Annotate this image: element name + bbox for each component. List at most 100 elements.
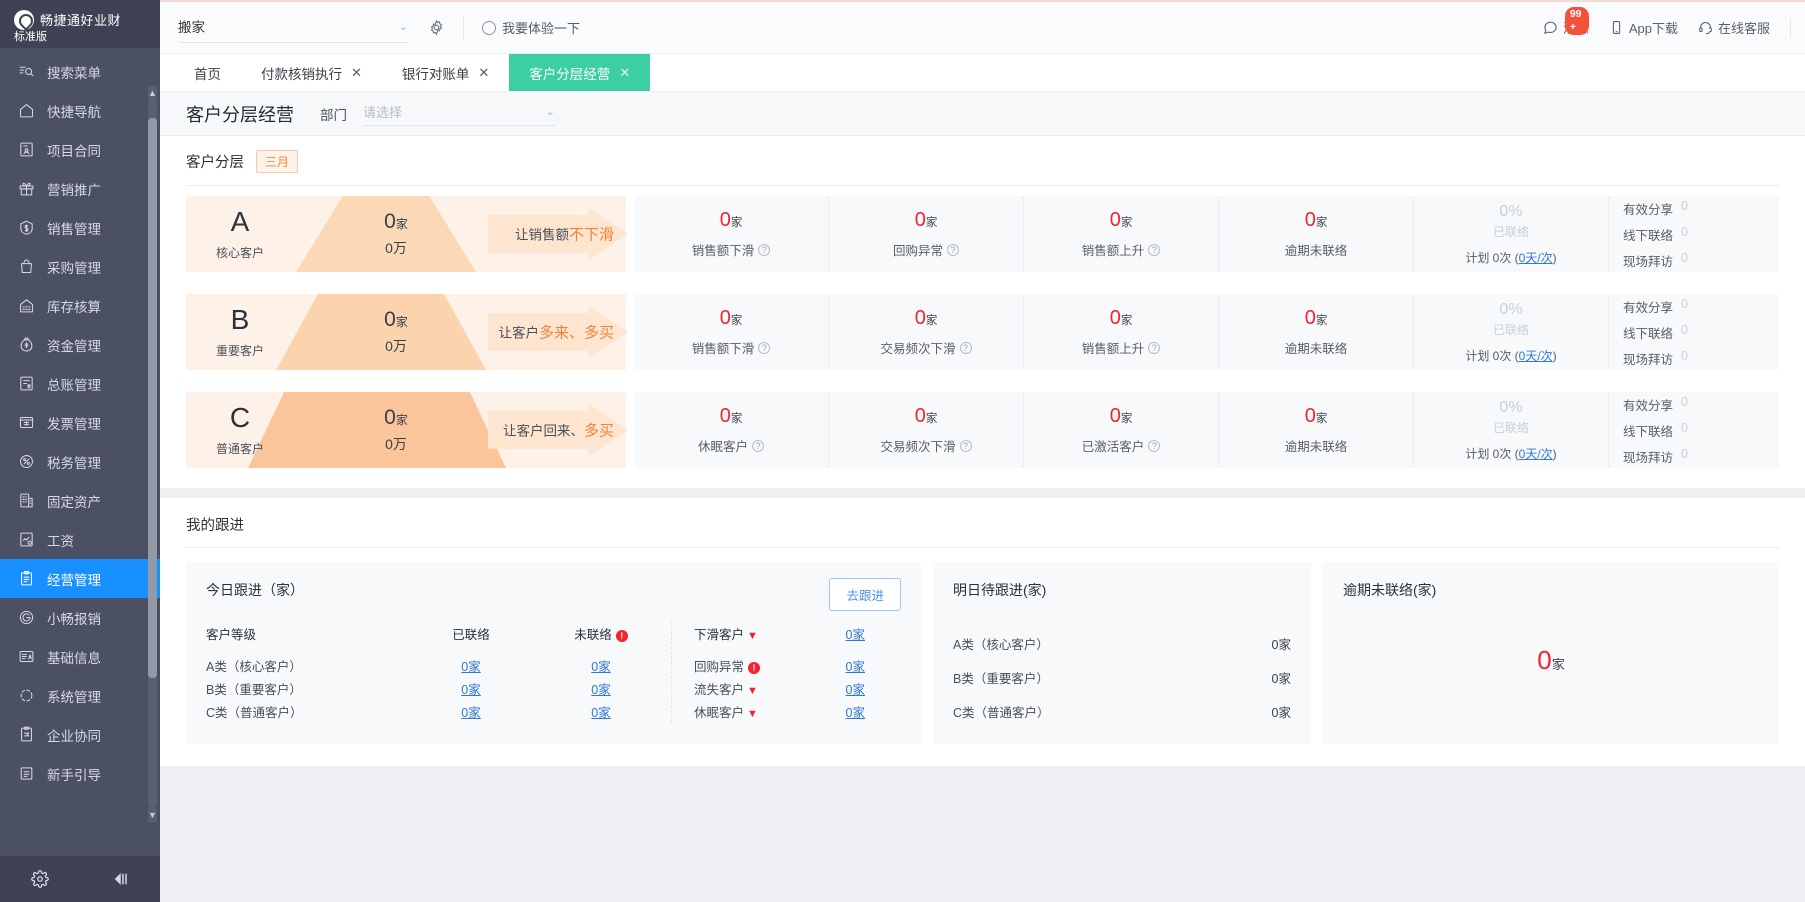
org-select[interactable]: 搬家 ⌄ <box>178 16 408 43</box>
contacted-link[interactable]: 0家 <box>461 706 481 720</box>
sidebar-item-3[interactable]: 营销推广 <box>0 169 160 208</box>
uncontacted-link[interactable]: 0家 <box>591 706 611 720</box>
today-table: 客户等级 已联络 未联络! A类（核心客户） 0家 0家 B类（重要客户） 0家 0家 C类（普通… <box>206 622 901 723</box>
sales-icon <box>18 219 35 236</box>
scrollbar-thumb[interactable] <box>148 118 157 678</box>
sidebar-item-12[interactable]: 工资 <box>0 520 160 559</box>
metric-contact-ring[interactable]: 0% 已联络 计划 0次 (0天/次) <box>1414 294 1609 370</box>
app-download-button[interactable]: App下载 <box>1609 18 1678 37</box>
metric-3[interactable]: 0家 逾期未联络 <box>1219 196 1414 272</box>
contract-icon <box>18 141 35 158</box>
settings-gear-icon[interactable] <box>31 870 49 888</box>
metric-2[interactable]: 0家 销售额上升? <box>1024 196 1219 272</box>
tab-1[interactable]: 付款核销执行 ✕ <box>241 54 382 91</box>
collapse-sidebar-icon[interactable] <box>111 870 129 888</box>
sidebar-item-4[interactable]: 销售管理 <box>0 208 160 247</box>
toolbar-gear-icon[interactable] <box>428 19 445 36</box>
grade-sub-label: 普通客户 <box>215 441 264 456</box>
contacted-link[interactable]: 0家 <box>461 683 481 697</box>
risk-label: 回购异常! <box>694 656 834 675</box>
metric-value: 0家 <box>914 209 938 231</box>
sidebar-item-11[interactable]: 固定资产 <box>0 481 160 520</box>
help-icon[interactable]: ? <box>1148 439 1161 452</box>
sidebar-item-0[interactable]: 搜索菜单 <box>0 52 160 91</box>
risk-link[interactable]: 0家 <box>845 660 865 674</box>
help-icon[interactable]: ? <box>947 243 959 256</box>
experience-button[interactable]: 我要体验一下 <box>480 18 580 37</box>
sidebar-item-18[interactable]: 新手引导 <box>0 754 160 793</box>
close-icon[interactable]: ✕ <box>351 64 362 80</box>
sidebar-item-9[interactable]: 发票管理 <box>0 403 160 442</box>
go-follow-button[interactable]: 去跟进 <box>829 578 901 611</box>
grade-sub-label: 重要客户 <box>215 343 264 358</box>
dept-label: 部门 <box>320 107 347 123</box>
metric-1[interactable]: 0家 交易频次下滑? <box>829 392 1024 468</box>
close-icon[interactable]: ✕ <box>478 64 490 80</box>
metric-1[interactable]: 0家 回购异常? <box>829 196 1024 272</box>
tab-label: 付款核销执行 <box>261 66 342 82</box>
metric-label: 逾期未联络 <box>1284 440 1348 454</box>
sidebar-item-17[interactable]: 企业协同 <box>0 715 160 754</box>
help-icon[interactable]: ? <box>752 439 764 452</box>
risk-link[interactable]: 0家 <box>845 706 865 720</box>
uncontacted-link[interactable]: 0家 <box>591 660 611 674</box>
metric-0[interactable]: 0家 销售额下滑? <box>634 196 829 272</box>
tab-3[interactable]: 客户分层经营 ✕ <box>509 54 651 91</box>
experience-icon <box>480 18 498 37</box>
sidebar-scrollbar[interactable]: ▲ ▼ <box>148 86 157 822</box>
plan-link[interactable]: 0天/次 <box>1518 446 1553 461</box>
sidebar-item-5[interactable]: 采购管理 <box>0 247 160 286</box>
dept-select[interactable]: 请选择 ⌄ <box>363 102 555 126</box>
metric-label: 交易频次下滑? <box>880 338 972 357</box>
purchase-bag-icon <box>18 258 35 275</box>
help-icon[interactable]: ? <box>758 341 771 354</box>
help-icon[interactable]: ? <box>758 243 771 256</box>
contacted-link[interactable]: 0家 <box>461 660 481 674</box>
metric-label: 逾期未联络 <box>1284 342 1348 356</box>
scroll-down-icon[interactable]: ▼ <box>148 808 157 822</box>
sidebar-item-8[interactable]: 总账管理 <box>0 364 160 403</box>
uncontacted-link[interactable]: 0家 <box>591 683 611 697</box>
tab-2[interactable]: 银行对账单 ✕ <box>382 54 509 91</box>
risk-row: 休眠客户 ▼ 0家 <box>694 700 901 723</box>
sidebar-item-13[interactable]: 经营管理 <box>0 559 160 598</box>
sidebar-item-7[interactable]: 资金管理 <box>0 325 160 364</box>
table-row: A类（核心客户） 0家 0家 <box>206 654 671 677</box>
scroll-up-icon[interactable]: ▲ <box>148 86 157 100</box>
metric-3[interactable]: 0家 逾期未联络 <box>1219 294 1414 370</box>
metric-0[interactable]: 0家 销售额下滑? <box>634 294 829 370</box>
help-icon[interactable]: ? <box>959 439 972 452</box>
tab-bar: 首页 付款核销执行 ✕ 银行对账单 ✕ 客户分层经营 ✕ <box>160 54 1805 92</box>
risk-value: 0家 <box>834 624 901 643</box>
month-tag[interactable]: 三月 <box>256 150 299 173</box>
plan-link[interactable]: 0天/次 <box>1518 348 1553 363</box>
sidebar-item-1[interactable]: 快捷导航 <box>0 91 160 130</box>
plan-link[interactable]: 0天/次 <box>1518 250 1553 265</box>
help-icon[interactable]: ? <box>959 341 972 354</box>
sidebar-item-6[interactable]: 库存核算 <box>0 286 160 325</box>
sidebar-item-14[interactable]: 小畅报销 <box>0 598 160 637</box>
sidebar-item-16[interactable]: 系统管理 <box>0 676 160 715</box>
metric-contact-ring[interactable]: 0% 已联络 计划 0次 (0天/次) <box>1414 392 1609 468</box>
sidebar-item-2[interactable]: 项目合同 <box>0 130 160 169</box>
metric-0[interactable]: 0家 休眠客户? <box>634 392 829 468</box>
metric-3[interactable]: 0家 逾期未联络 <box>1219 392 1414 468</box>
tomorrow-label: C类（普通客户） <box>953 705 1050 720</box>
risk-link[interactable]: 0家 <box>845 683 865 697</box>
tab-0[interactable]: 首页 <box>174 54 241 91</box>
sidebar-item-10[interactable]: 税务管理 <box>0 442 160 481</box>
sidebar-item-15[interactable]: 基础信息 <box>0 637 160 676</box>
metric-2[interactable]: 0家 销售额上升? <box>1024 294 1219 370</box>
risk-link[interactable]: 0家 <box>845 628 865 642</box>
online-service-button[interactable]: 在线客服 <box>1698 18 1770 37</box>
clipboard-icon <box>18 570 35 587</box>
metric-contact-ring[interactable]: 0% 已联络 计划 0次 (0天/次) <box>1414 196 1609 272</box>
help-icon[interactable]: ? <box>1148 243 1161 256</box>
metric-1[interactable]: 0家 交易频次下滑? <box>829 294 1024 370</box>
close-icon[interactable]: ✕ <box>619 64 631 80</box>
help-icon[interactable]: ? <box>1148 341 1161 354</box>
messages-button[interactable]: 消息 99 + <box>1543 7 1589 37</box>
metric-2[interactable]: 0家 已激活客户? <box>1024 392 1219 468</box>
basic-info-icon <box>18 648 35 665</box>
tier-metrics: 0家 销售额下滑? 0家 回购异常? 0家 销售额上升? 0家 逾期未联络 0% 已联络 计划 0次… <box>634 196 1779 272</box>
